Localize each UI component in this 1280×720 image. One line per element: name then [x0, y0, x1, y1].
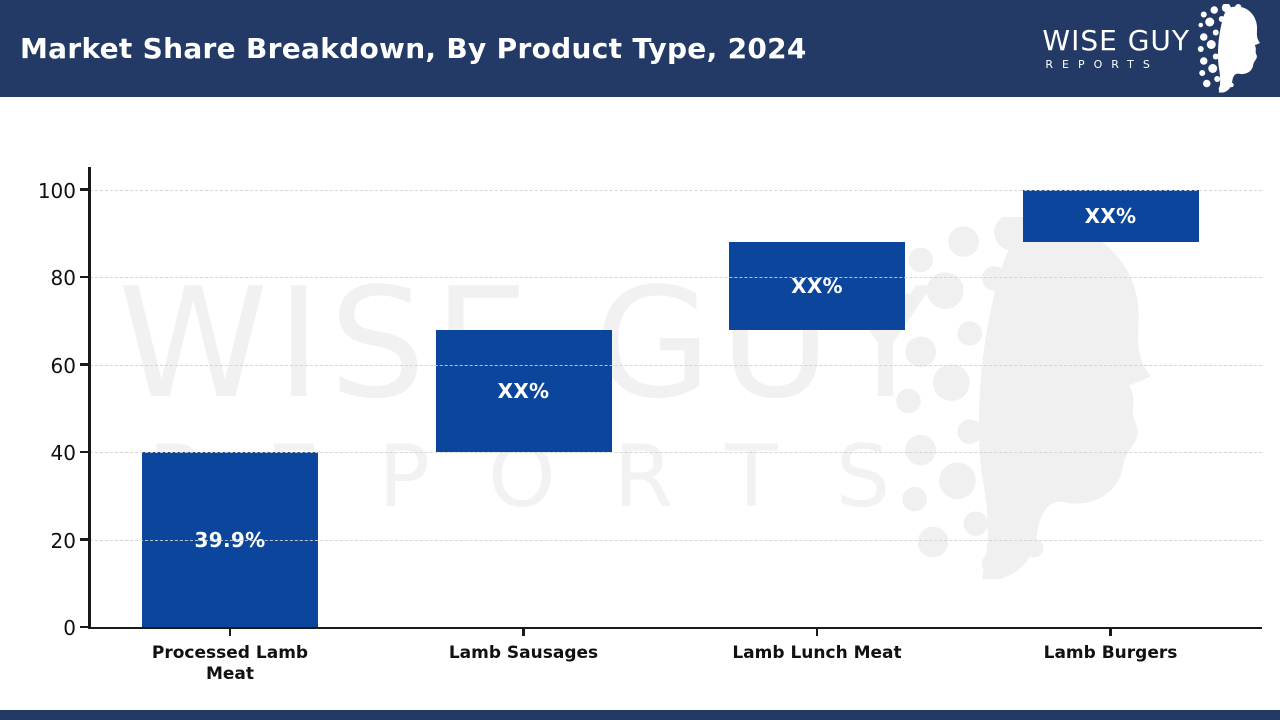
category-label: Processed Lamb Meat [151, 643, 309, 684]
gridline-60 [90, 364, 1262, 366]
bar-segment: XX% [435, 330, 612, 453]
y-tick-label-60: 60 [50, 353, 76, 378]
y-tick-label-0: 0 [63, 616, 76, 640]
y-tick-0 [80, 625, 89, 629]
y-axis-line [88, 167, 91, 629]
y-tick-20 [80, 538, 89, 541]
bar-value-label: XX% [1084, 203, 1137, 228]
y-tick-label-20: 20 [50, 528, 76, 553]
bar-segment: XX% [729, 241, 905, 331]
footer-bar [0, 710, 1280, 720]
y-tick-80 [80, 275, 89, 279]
logo-wiseguy-text: WISE GUY [1042, 24, 1190, 57]
watermark-face-icon [896, 217, 1151, 579]
x-tick [228, 629, 232, 636]
bar-segment: XX% [1022, 189, 1199, 242]
y-tick-label-80: 80 [50, 266, 76, 290]
gridline-80 [90, 277, 1262, 278]
y-tick-100 [80, 188, 89, 191]
x-tick [1109, 629, 1112, 636]
y-tick-label-40: 40 [50, 441, 76, 465]
x-axis-line [88, 626, 1262, 629]
wiseguy-logo: WISE GUY REPORTS [1042, 3, 1280, 94]
category-label: Lamb Burgers [1043, 643, 1178, 663]
y-tick-40 [80, 450, 89, 454]
gridline-100 [90, 189, 1262, 191]
bar-value-label: XX% [497, 379, 550, 404]
logo-reports-text: REPORTS [1045, 58, 1159, 71]
category-label: Lamb Lunch Meat [732, 643, 902, 663]
market-share-chart: WISE GUY REPORTS 0 20 40 60 80 100 39.9% Proces… [0, 97, 1280, 710]
wiseguy-face-icon [1197, 3, 1260, 92]
page-title: Market Share Breakdown, By Product Type,… [20, 32, 807, 65]
x-tick [522, 629, 525, 636]
gridline-40 [90, 452, 1262, 453]
y-tick-label-100: 100 [37, 178, 76, 203]
x-tick [815, 629, 819, 636]
category-label: Lamb Sausages [448, 643, 599, 663]
gridline-20 [90, 539, 1262, 541]
header-bar: Market Share Breakdown, By Product Type,… [0, 0, 1280, 97]
y-tick-60 [80, 363, 89, 366]
